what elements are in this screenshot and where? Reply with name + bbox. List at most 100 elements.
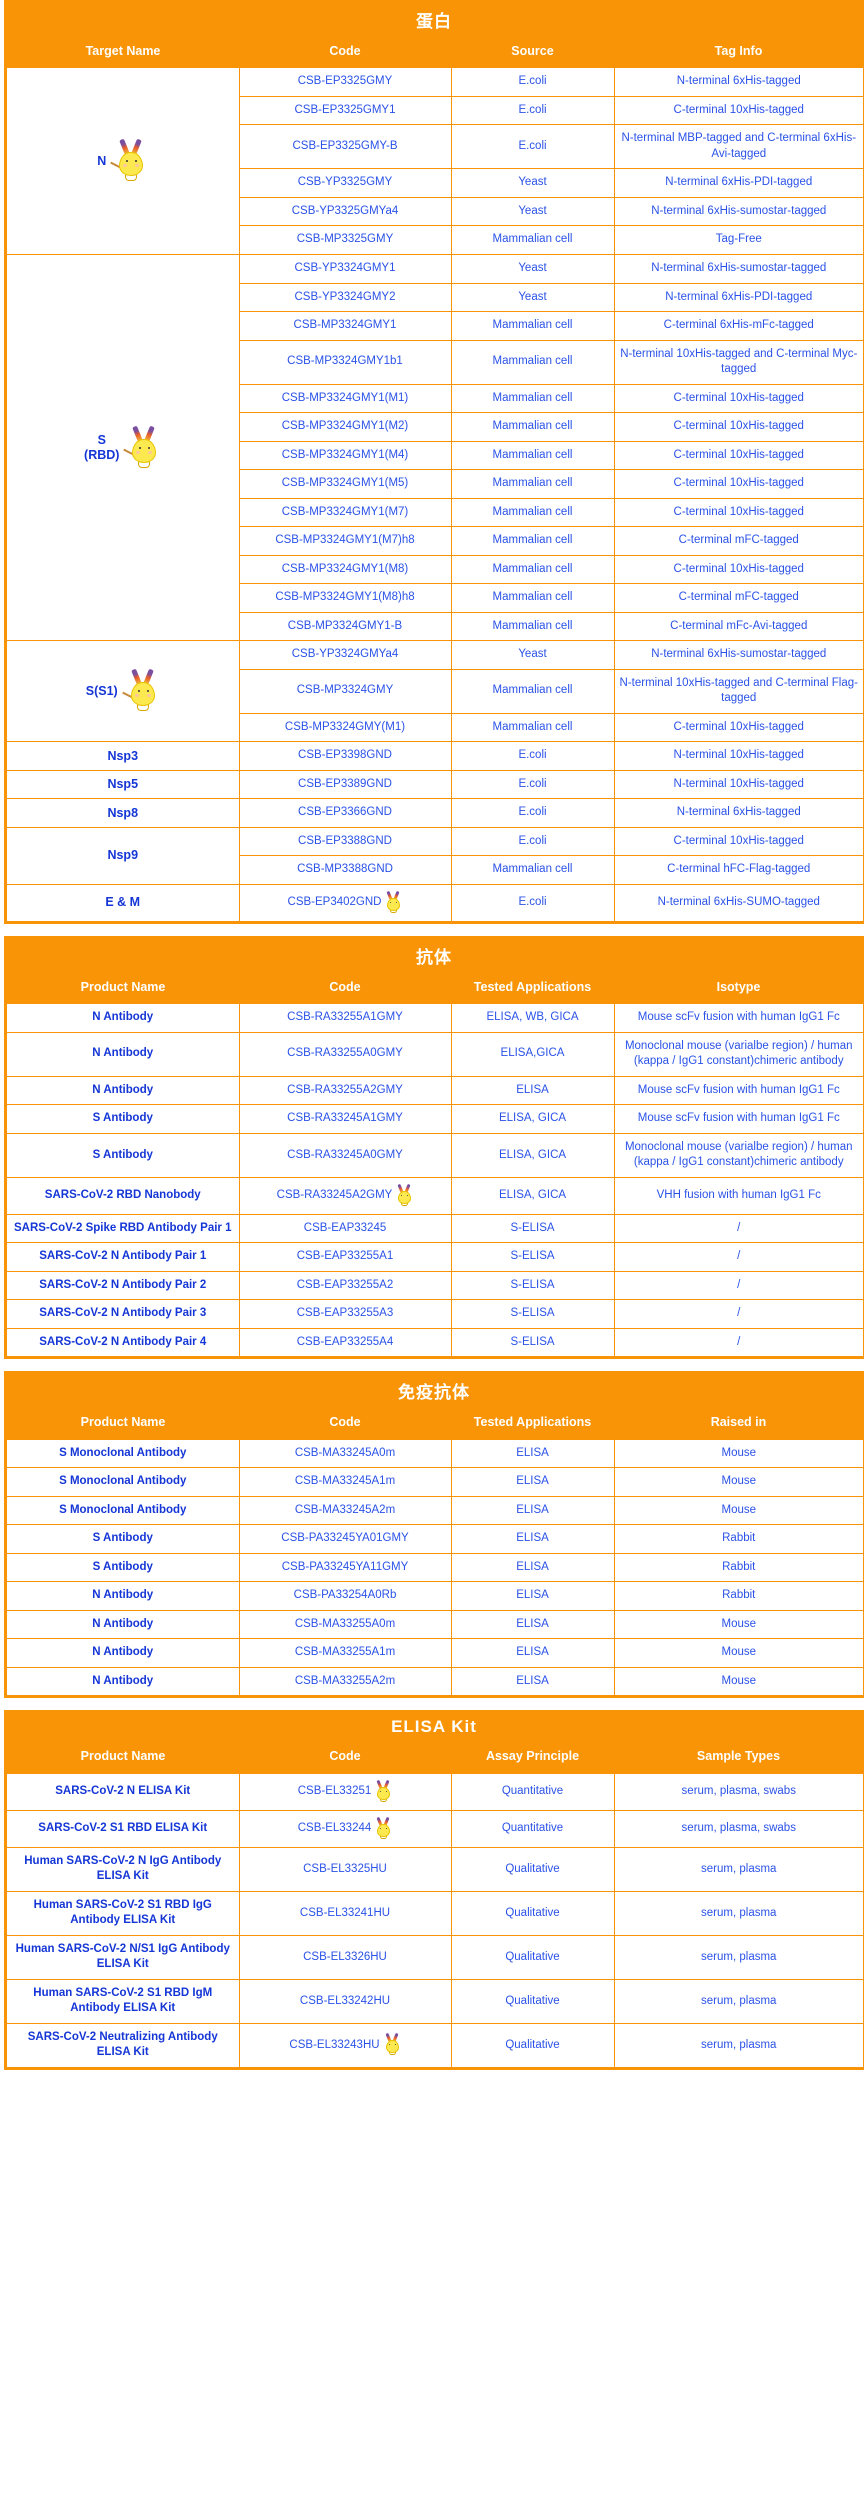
cell-source: Yeast	[450, 253, 615, 284]
cell-code[interactable]: CSB-EAP33255A4	[238, 1327, 452, 1357]
cell-code[interactable]: CSB-MP3324GMY1(M7)	[238, 497, 452, 528]
table-row: SARS-CoV-2 Neutralizing Antibody ELISA K…	[7, 2022, 863, 2067]
cell-code[interactable]: CSB-MP3324GMY1(M2)	[238, 412, 452, 442]
cell-code[interactable]: CSB-MP3324GMY1	[238, 311, 452, 341]
code-text: CSB-MP3324GMY1(M7)h8	[275, 534, 415, 547]
code-text: CSB-YP3324GMYa4	[291, 648, 399, 661]
cell-code[interactable]: CSB-MP3324GMY	[238, 668, 452, 714]
cell-code[interactable]: CSB-EP3325GMY	[238, 67, 452, 97]
cell-product-name: Human SARS-CoV-2 N/S1 IgG Antibody ELISA…	[7, 1934, 240, 1980]
cell-code[interactable]: CSB-EP3402GND	[238, 883, 452, 921]
cell-code[interactable]: CSB-RA33255A1GMY	[238, 1003, 452, 1033]
cell-code[interactable]: CSB-EP3388GND	[238, 826, 452, 857]
cell-product-name: Human SARS-CoV-2 S1 RBD IgM Antibody ELI…	[7, 1978, 240, 2024]
immune-antibody-table: Product Name Code Tested Applications Ra…	[7, 1408, 863, 1696]
cell-code[interactable]: CSB-PA33245YA01GMY	[238, 1524, 452, 1554]
cell-code[interactable]: CSB-EL3325HU	[238, 1846, 452, 1892]
cell-code[interactable]: CSB-MP3324GMY(M1)	[238, 712, 452, 743]
cell-code[interactable]: CSB-MA33255A0m	[238, 1609, 452, 1640]
cell-code[interactable]: CSB-MP3388GND	[238, 855, 452, 885]
code-text: CSB-RA33245A2GMY	[276, 1189, 393, 1202]
cell-source: Mammalian cell	[450, 440, 615, 471]
protein-table-body: N CSB-EP3325GMY E.coli N-terminal 6xHis-tag…	[7, 67, 863, 921]
cell-code[interactable]: CSB-MA33245A2m	[238, 1495, 452, 1526]
cell-code[interactable]: CSB-YP3324GMY1	[238, 253, 452, 284]
cell-code[interactable]: CSB-EP3366GND	[238, 798, 452, 828]
cell-code[interactable]: CSB-MP3324GMY1(M8)	[238, 554, 452, 585]
cell-code[interactable]: CSB-EAP33255A1	[238, 1242, 452, 1272]
cell-code[interactable]: CSB-EP3389GND	[238, 769, 452, 800]
cell-code[interactable]: CSB-MA33255A1m	[238, 1638, 452, 1668]
code-text: CSB-MP3325GMY	[296, 233, 394, 246]
cell-tag-info: N-terminal 10xHis-tagged	[613, 769, 863, 800]
cell-code[interactable]: CSB-YP3325GMYa4	[238, 196, 452, 227]
cell-tested-applications: S-ELISA	[450, 1242, 615, 1272]
table-row: SARS-CoV-2 N Antibody Pair 3 CSB-EAP33255…	[7, 1299, 863, 1329]
cell-code[interactable]: CSB-MP3324GMY1(M1)	[238, 383, 452, 414]
code-text: CSB-EP3325GMY	[297, 75, 393, 88]
cell-code[interactable]: CSB-EP3325GMY1	[238, 95, 452, 126]
cell-code[interactable]: CSB-EL3326HU	[238, 1934, 452, 1980]
cell-extra: /	[613, 1270, 863, 1301]
cell-code[interactable]: CSB-EAP33255A3	[238, 1299, 452, 1329]
cell-code[interactable]: CSB-MA33245A0m	[238, 1438, 452, 1469]
cell-code[interactable]: CSB-EL33243HU	[238, 2022, 452, 2067]
cell-source: Yeast	[450, 196, 615, 227]
table-row: S(S1) CSB-YP3324GMYa4 Yeast N-terminal 6xHi…	[7, 640, 863, 743]
cell-code[interactable]: CSB-YP3324GMY2	[238, 282, 452, 313]
cell-code[interactable]: CSB-RA33245A0GMY	[238, 1132, 452, 1178]
cell-tag-info: N-terminal 10xHis-tagged and C-terminal …	[613, 668, 863, 714]
cell-extra: Mouse	[613, 1438, 863, 1469]
cell-code[interactable]: CSB-RA33255A0GMY	[238, 1031, 452, 1077]
table-row: CSB-EP3325GMY-B E.coli N-terminal MBP-tagg…	[7, 124, 863, 170]
cell-code[interactable]: CSB-EP3398GND	[238, 741, 452, 771]
cell-code[interactable]: CSB-MP3324GMY1(M4)	[238, 440, 452, 471]
cell-code[interactable]: CSB-PA33254A0Rb	[238, 1581, 452, 1611]
cell-code[interactable]: CSB-MA33245A1m	[238, 1467, 452, 1497]
cell-code[interactable]: CSB-YP3324GMYa4	[238, 640, 452, 670]
cell-code[interactable]: CSB-MP3324GMY1-B	[238, 611, 452, 642]
cell-code[interactable]: CSB-EL33242HU	[238, 1978, 452, 2024]
cell-code[interactable]: CSB-YP3325GMY	[238, 168, 452, 198]
cell-code[interactable]: CSB-EL33251	[238, 1772, 452, 1811]
cell-extra: /	[613, 1242, 863, 1272]
cell-tested-applications: ELISA	[450, 1075, 615, 1106]
cell-code[interactable]: CSB-EP3325GMY-B	[238, 124, 452, 170]
code-text: CSB-EAP33255A1	[296, 1250, 394, 1263]
cell-source: E.coli	[450, 124, 615, 170]
col-header-sample-types: Sample Types	[614, 1742, 863, 1774]
cell-code[interactable]: CSB-EL33241HU	[238, 1890, 452, 1936]
cell-code[interactable]: CSB-EL33244	[238, 1809, 452, 1848]
cell-product-name: S Antibody	[7, 1552, 240, 1583]
cell-code[interactable]: CSB-EAP33255A2	[238, 1270, 452, 1301]
cell-product-name: SARS-CoV-2 N ELISA Kit	[7, 1772, 240, 1811]
col-header-source: Source	[451, 37, 614, 68]
cell-tested-applications: ELISA, GICA	[450, 1132, 615, 1178]
cell-product-name: N Antibody	[7, 1609, 240, 1640]
target-name-label: Nsp3	[107, 748, 139, 763]
cell-tag-info: C-terminal 10xHis-tagged	[613, 440, 863, 471]
cell-tag-info: N-terminal 6xHis-PDI-tagged	[613, 168, 863, 198]
cell-target-name: Nsp5	[7, 769, 240, 800]
cell-code[interactable]: CSB-RA33245A2GMY	[238, 1176, 452, 1215]
antibody-table: Product Name Code Tested Applications Is…	[7, 972, 863, 1357]
chick-mascot-icon	[110, 138, 148, 183]
cell-code[interactable]: CSB-MP3324GMY1(M7)h8	[238, 526, 452, 556]
col-header-tested-applications: Tested Applications	[451, 972, 614, 1004]
cell-code[interactable]: CSB-MP3324GMY1b1	[238, 339, 452, 385]
cell-product-name: SARS-CoV-2 N Antibody Pair 4	[7, 1327, 240, 1357]
cell-code[interactable]: CSB-RA33245A1GMY	[238, 1104, 452, 1134]
cell-code[interactable]: CSB-EAP33245	[238, 1213, 452, 1244]
col-header-code: Code	[239, 37, 451, 68]
cell-code[interactable]: CSB-RA33255A2GMY	[238, 1075, 452, 1106]
cell-code[interactable]: CSB-PA33245YA11GMY	[238, 1552, 452, 1583]
code-text: CSB-PA33245YA01GMY	[281, 1532, 409, 1545]
cell-extra: Monoclonal mouse (varialbe region) / hum…	[613, 1031, 863, 1077]
code-text: CSB-PA33254A0Rb	[293, 1589, 397, 1602]
cell-code[interactable]: CSB-MP3324GMY1(M8)h8	[238, 583, 452, 613]
table-row: SARS-CoV-2 N ELISA Kit CSB-EL33251 Quantit…	[7, 1772, 863, 1811]
cell-code[interactable]: CSB-MP3324GMY1(M5)	[238, 469, 452, 499]
cell-code[interactable]: CSB-MP3325GMY	[238, 225, 452, 255]
immune-antibody-table-body: S Monoclonal Antibody CSB-MA33245A0m ELISA…	[7, 1438, 863, 1696]
cell-code[interactable]: CSB-MA33255A2m	[238, 1666, 452, 1696]
